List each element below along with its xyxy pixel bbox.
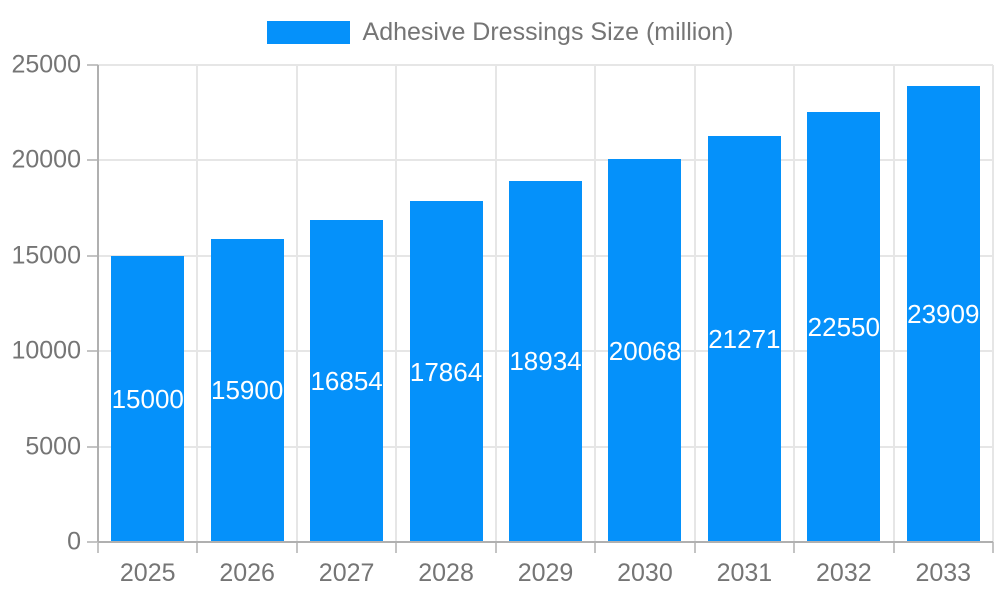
legend[interactable]: Adhesive Dressings Size (million)	[0, 18, 1000, 47]
x-axis-tick-label: 2025	[119, 559, 176, 587]
bar-2031[interactable]: 21271	[707, 136, 781, 542]
legend-swatch	[266, 21, 350, 44]
bar-value-label: 18934	[509, 346, 582, 377]
bar-value-label: 16854	[310, 366, 383, 397]
x-tick-mark	[693, 542, 696, 553]
x-axis-tick-label: 2027	[318, 559, 375, 587]
bar-value-label: 15000	[111, 383, 184, 414]
x-tick-mark	[494, 542, 497, 553]
y-tick-mark	[87, 64, 98, 66]
bar-2029[interactable]: 18934	[509, 180, 582, 542]
y-tick-mark	[87, 254, 98, 257]
y-axis-tick-label: 15000	[11, 241, 81, 270]
x-axis-tick-label: 2029	[517, 559, 574, 587]
y-tick-mark	[87, 159, 98, 162]
x-tick-mark	[295, 542, 298, 553]
x-tick-mark	[992, 542, 994, 553]
x-tick-mark	[395, 542, 398, 553]
bar-2027[interactable]: 16854	[310, 220, 384, 542]
h-gridline	[98, 159, 993, 162]
bar-2032[interactable]: 22550	[807, 111, 881, 542]
y-axis-tick-label: 25000	[11, 50, 81, 79]
bar-2025[interactable]: 15000	[111, 255, 185, 542]
x-tick-mark	[793, 542, 796, 553]
v-gridline	[594, 65, 597, 542]
bar-2030[interactable]: 20068	[608, 159, 682, 542]
y-tick-mark	[87, 350, 98, 353]
v-gridline	[295, 65, 298, 542]
x-axis-line	[98, 541, 993, 543]
y-axis-tick-label: 10000	[11, 336, 81, 365]
y-tick-mark	[87, 541, 98, 543]
x-tick-mark	[196, 542, 199, 553]
x-tick-mark	[97, 542, 99, 553]
x-tick-mark	[594, 542, 597, 553]
v-gridline	[494, 65, 497, 542]
bar-2028[interactable]: 17864	[409, 201, 483, 542]
v-gridline	[793, 65, 796, 542]
x-axis-tick-label: 2030	[617, 559, 673, 587]
x-tick-mark	[892, 542, 895, 553]
plot-area: 0 5000 10000 15000 20000 25000 2025 15000 2026 15…	[11, 52, 994, 586]
y-axis-tick-label: 5000	[25, 432, 81, 461]
v-gridline	[693, 65, 696, 542]
v-gridline	[892, 65, 895, 542]
h-gridline	[98, 64, 993, 66]
bar-value-label: 23909	[907, 298, 980, 329]
x-axis-tick-label: 2026	[219, 559, 275, 587]
y-tick-mark	[87, 445, 98, 448]
y-axis-tick-label: 0	[67, 527, 81, 556]
x-axis-tick-label: 2031	[716, 559, 773, 587]
v-gridline	[992, 65, 994, 542]
bar-value-label: 22550	[807, 311, 880, 342]
legend-label: Adhesive Dressings Size (million)	[362, 18, 734, 46]
bar-value-label: 17864	[409, 356, 483, 387]
bar-2033[interactable]: 23909	[906, 85, 980, 542]
bar-2026[interactable]: 15900	[210, 238, 284, 542]
v-gridline	[395, 65, 398, 542]
bar-value-label: 21271	[708, 324, 781, 355]
x-axis-tick-label: 2028	[418, 559, 474, 587]
x-axis-tick-label: 2033	[915, 559, 972, 587]
v-gridline	[196, 65, 199, 542]
bar-value-label: 20068	[608, 335, 682, 366]
y-axis-line	[97, 65, 99, 542]
bar-value-label: 15900	[211, 375, 284, 406]
x-axis-tick-label: 2032	[816, 559, 872, 587]
y-axis-tick-label: 20000	[11, 145, 81, 174]
